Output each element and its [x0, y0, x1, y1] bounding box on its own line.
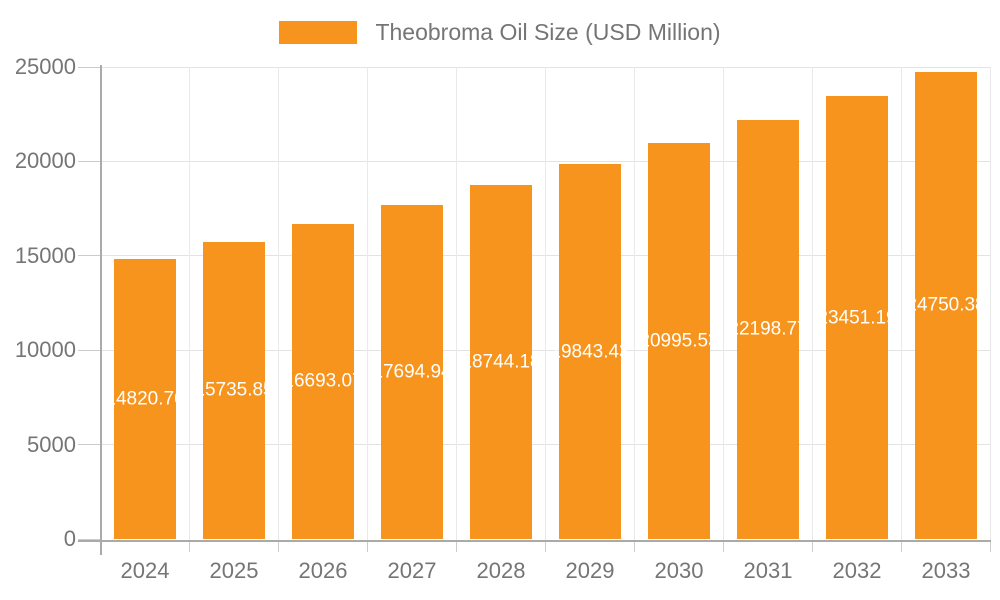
bar-value-label: 17694.94 — [372, 361, 452, 383]
gridline-vertical — [634, 67, 635, 540]
bar-value-label: 20995.53 — [639, 330, 719, 352]
x-tick — [278, 540, 279, 552]
bar-2026[interactable] — [292, 223, 354, 539]
y-axis-label: 0 — [63, 526, 76, 551]
x-axis-label: 2029 — [565, 558, 615, 583]
legend-color-swatch — [279, 20, 358, 44]
bar-2025[interactable] — [203, 241, 265, 539]
y-tick — [78, 538, 100, 540]
bar-value-label: 23451.19 — [817, 307, 897, 329]
x-axis-label: 2028 — [476, 558, 526, 583]
bar-value-label: 22198.77 — [728, 318, 808, 340]
legend[interactable]: Theobroma Oil Size (USD Million) — [0, 16, 1000, 48]
bar-2031[interactable] — [737, 119, 799, 539]
x-tick — [189, 540, 190, 552]
gridline-vertical — [812, 67, 813, 540]
x-tick — [901, 540, 902, 552]
x-axis-label: 2033 — [921, 558, 971, 583]
y-tick — [78, 349, 100, 351]
x-axis-label: 2024 — [120, 558, 170, 583]
gridline-vertical — [456, 67, 457, 540]
y-axis-label: 10000 — [14, 337, 76, 363]
bar-value-label: 14820.76 — [105, 388, 185, 410]
y-tick — [78, 444, 100, 446]
bar-2024[interactable] — [114, 259, 176, 539]
x-axis-label: 2031 — [743, 558, 793, 583]
gridline-vertical — [367, 67, 368, 540]
bar-2032[interactable] — [826, 96, 888, 539]
x-tick — [723, 540, 724, 552]
y-axis-label: 25000 — [14, 54, 76, 79]
bar-value-label: 15735.85 — [194, 379, 274, 401]
bar-value-label: 16693.07 — [283, 370, 363, 392]
x-tick — [812, 540, 813, 552]
gridline-vertical — [189, 67, 190, 540]
bar-2033[interactable] — [915, 71, 977, 539]
y-axis-label: 5000 — [27, 431, 76, 457]
gridline-vertical — [278, 67, 279, 540]
x-tick — [990, 540, 991, 552]
x-axis-label: 2030 — [654, 558, 704, 583]
x-axis-label: 2025 — [209, 558, 259, 583]
bar-value-label: 18744.18 — [461, 351, 541, 373]
y-axis-label: 20000 — [14, 148, 76, 174]
y-axis-line — [99, 65, 102, 555]
x-tick — [545, 540, 546, 552]
bar-2027[interactable] — [381, 204, 443, 539]
gridline-vertical — [901, 67, 902, 540]
bar-value-label: 24750.38 — [906, 294, 986, 316]
x-axis-label: 2032 — [832, 558, 882, 583]
y-tick — [78, 255, 100, 257]
gridline-vertical — [990, 67, 991, 540]
gridline-vertical — [723, 67, 724, 540]
x-tick — [367, 540, 368, 552]
bar-value-label: 19843.43 — [550, 341, 630, 363]
bar-2030[interactable] — [648, 142, 710, 539]
x-axis-label: 2027 — [387, 558, 437, 583]
y-tick — [78, 160, 100, 162]
x-axis-label: 2026 — [298, 558, 348, 583]
x-axis-line — [78, 539, 991, 542]
y-tick — [78, 66, 100, 68]
bar-2029[interactable] — [559, 164, 621, 539]
legend-label: Theobroma Oil Size (USD Million) — [375, 18, 721, 45]
x-tick — [634, 540, 635, 552]
bar-2028[interactable] — [470, 185, 532, 539]
x-tick — [456, 540, 457, 552]
gridline-vertical — [545, 67, 546, 540]
y-axis-label: 15000 — [14, 242, 76, 268]
